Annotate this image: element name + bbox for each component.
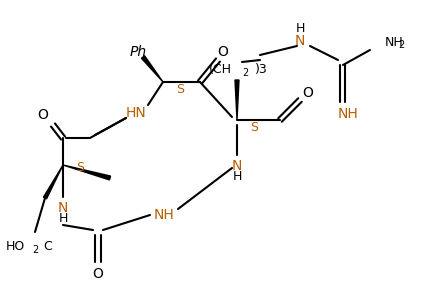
Text: C: C [43,241,52,254]
Text: 2: 2 [241,68,248,78]
Text: )3: )3 [254,64,267,76]
Text: N: N [294,34,305,48]
Text: N: N [58,201,68,215]
Text: S: S [249,122,257,135]
Text: 2: 2 [32,245,38,255]
Text: S: S [176,84,184,96]
Text: O: O [37,108,48,122]
Polygon shape [63,165,110,180]
Text: N: N [231,159,242,173]
Polygon shape [141,56,163,82]
Polygon shape [234,80,239,120]
Text: H: H [232,169,241,182]
Text: NH: NH [153,208,174,222]
Text: 2: 2 [397,40,403,50]
Text: NH: NH [337,107,357,121]
Text: O: O [302,86,313,100]
Text: Ph: Ph [129,45,146,59]
Text: O: O [92,267,103,281]
Text: H: H [295,22,304,35]
Text: HO: HO [6,241,25,254]
Text: HN: HN [125,106,146,120]
Text: H: H [58,211,68,225]
Text: (CH: (CH [208,64,231,76]
Polygon shape [43,165,63,199]
Text: O: O [217,45,228,59]
Text: S: S [76,161,84,175]
Text: NH: NH [384,35,403,48]
